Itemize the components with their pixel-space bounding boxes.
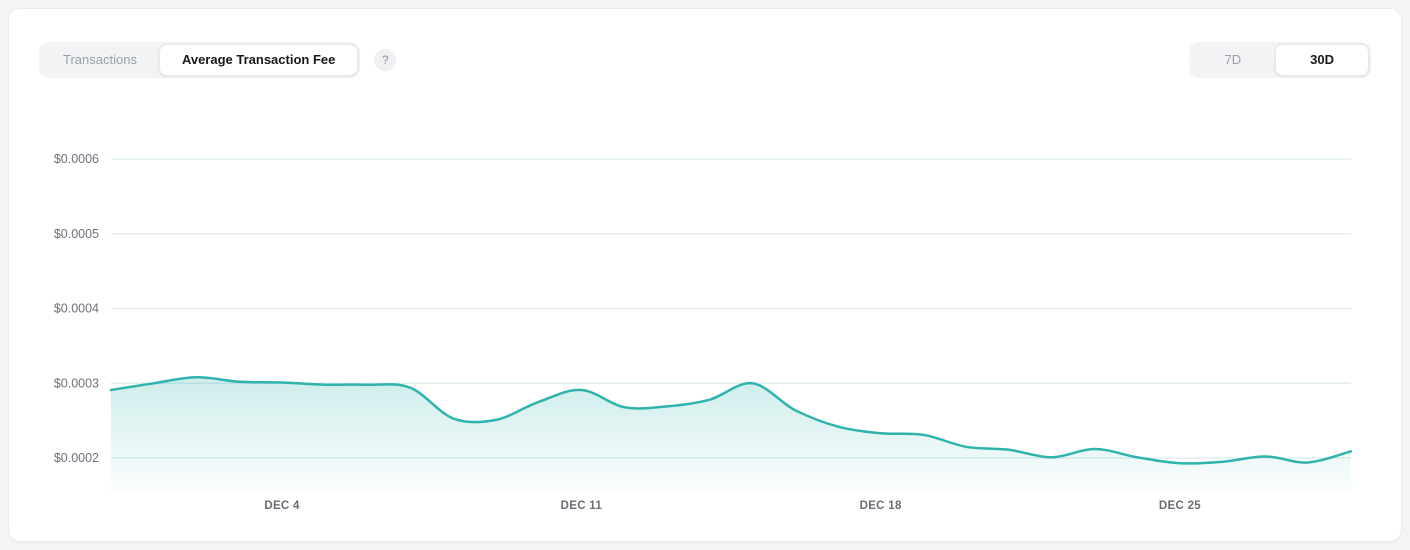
y-tick-label: $0.0004 bbox=[54, 302, 99, 316]
y-axis-labels: $0.0002 $0.0003 $0.0004 $0.0005 $0.0006 bbox=[54, 152, 99, 465]
y-tick-label: $0.0002 bbox=[54, 451, 99, 465]
range-30d-button[interactable]: 30D bbox=[1275, 44, 1369, 76]
tab-average-transaction-fee[interactable]: Average Transaction Fee bbox=[158, 44, 359, 76]
metric-tab-group: Transactions Average Transaction Fee bbox=[39, 42, 361, 78]
fee-line bbox=[109, 376, 1353, 465]
chart-header: Transactions Average Transaction Fee ? 7… bbox=[9, 9, 1401, 78]
range-toggle-group: 7D 30D bbox=[1188, 42, 1371, 78]
fee-chart: $0.0002 $0.0003 $0.0004 $0.0005 $0.0006 DEC … bbox=[9, 99, 1401, 531]
chart-card: Transactions Average Transaction Fee ? 7… bbox=[8, 8, 1402, 542]
tab-transactions[interactable]: Transactions bbox=[41, 44, 159, 76]
x-axis-labels: DEC 4 DEC 11 DEC 18 DEC 25 bbox=[264, 500, 1201, 512]
help-icon[interactable]: ? bbox=[374, 49, 397, 71]
range-7d-button[interactable]: 7D bbox=[1191, 44, 1276, 76]
x-tick-label: DEC 11 bbox=[561, 500, 603, 512]
chart-svg: $0.0002 $0.0003 $0.0004 $0.0005 $0.0006 DEC … bbox=[54, 152, 1353, 512]
x-tick-label: DEC 4 bbox=[264, 500, 300, 512]
fee-area bbox=[111, 377, 1351, 491]
metric-controls: Transactions Average Transaction Fee ? bbox=[39, 42, 397, 78]
y-tick-label: $0.0003 bbox=[54, 376, 99, 390]
y-tick-label: $0.0005 bbox=[54, 227, 99, 241]
x-tick-label: DEC 25 bbox=[1159, 500, 1201, 512]
y-tick-label: $0.0006 bbox=[54, 152, 99, 166]
x-tick-label: DEC 18 bbox=[860, 500, 902, 512]
